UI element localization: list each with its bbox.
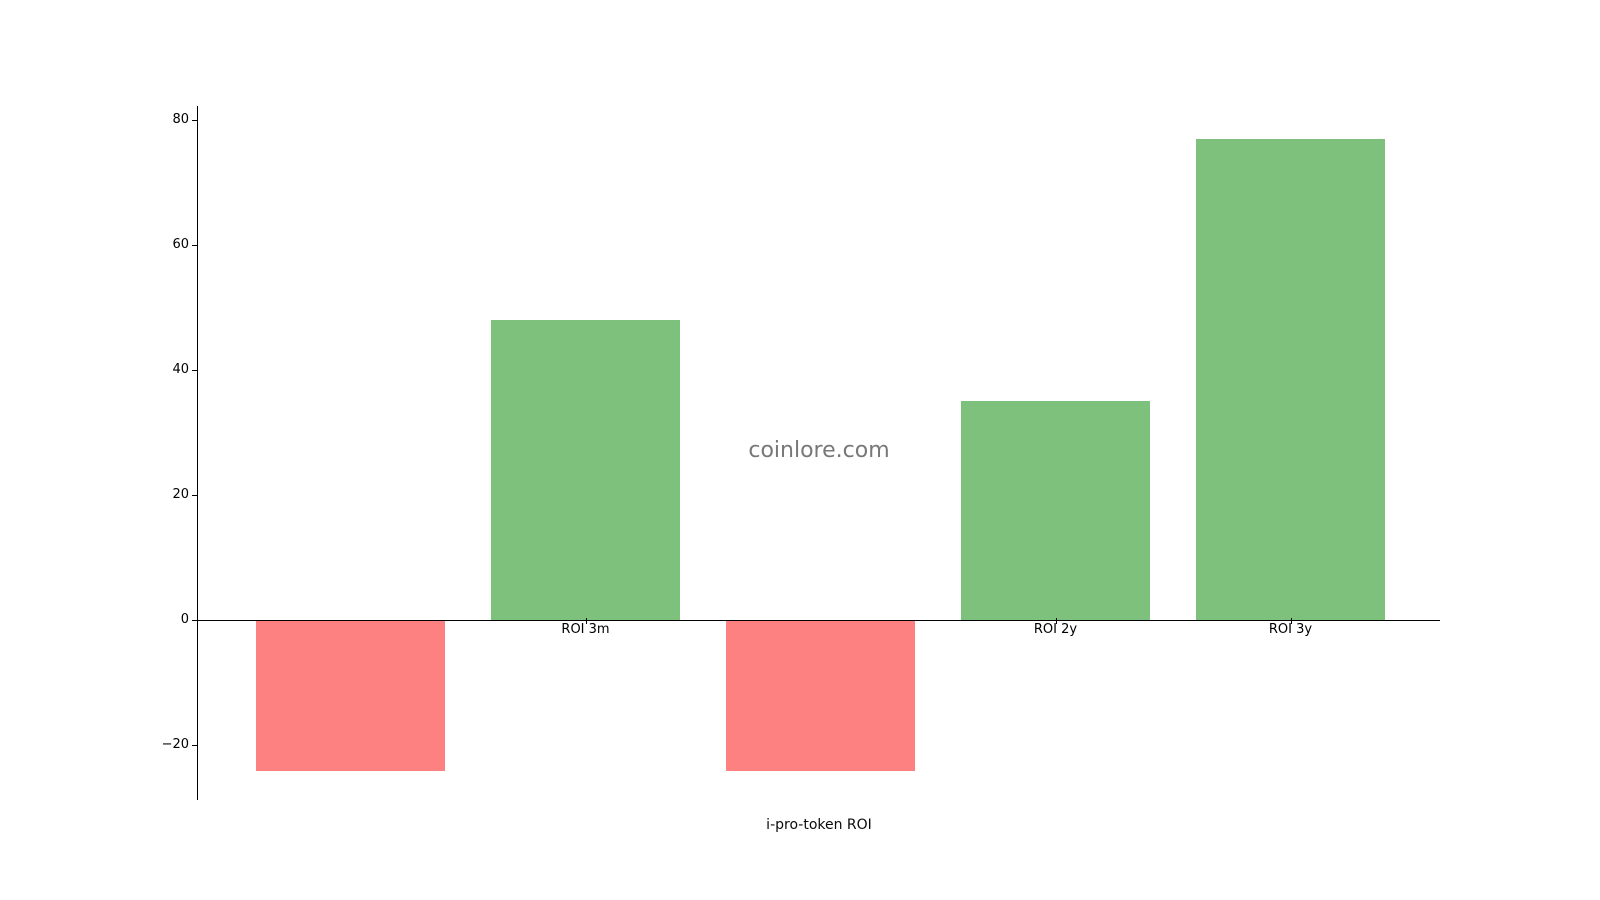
y-tick-label: 40 bbox=[172, 362, 189, 377]
x-tick-label: ROI 2y bbox=[1033, 622, 1078, 637]
bar-roi-3y bbox=[1196, 138, 1385, 620]
bar-roi-3m bbox=[491, 320, 680, 620]
y-tick-mark bbox=[192, 495, 197, 496]
y-axis-line bbox=[197, 106, 198, 800]
y-tick-mark bbox=[192, 620, 197, 621]
y-tick-mark bbox=[192, 120, 197, 121]
chart-title: i-pro-token ROI bbox=[766, 817, 872, 833]
watermark: coinlore.com bbox=[748, 438, 890, 463]
x-tick-label: ROI 3m bbox=[561, 622, 610, 637]
y-tick-label: 80 bbox=[172, 112, 189, 127]
y-tick-label: 20 bbox=[172, 487, 189, 502]
x-axis-line bbox=[197, 620, 1440, 621]
y-tick-mark bbox=[192, 370, 197, 371]
bar-roi-2y bbox=[961, 401, 1150, 620]
x-tick-label: ROI 3y bbox=[1268, 622, 1313, 637]
x-tick-mark bbox=[585, 618, 587, 624]
y-tick-mark bbox=[192, 245, 197, 246]
x-tick-mark bbox=[1290, 618, 1292, 624]
y-tick-label: 0 bbox=[180, 612, 189, 627]
x-tick-mark bbox=[1055, 618, 1057, 624]
y-tick-label: −20 bbox=[161, 737, 189, 752]
bar-2 bbox=[726, 621, 915, 771]
bar-0 bbox=[256, 621, 445, 771]
y-tick-label: 60 bbox=[172, 237, 189, 252]
y-tick-mark bbox=[192, 745, 197, 746]
